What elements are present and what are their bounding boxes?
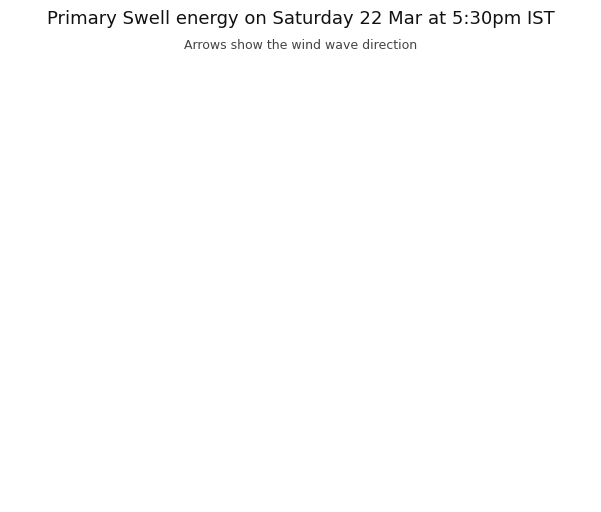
Text: Arrows show the wind wave direction: Arrows show the wind wave direction [184,39,417,52]
Text: Primary Swell energy on Saturday 22 Mar at 5:30pm IST: Primary Swell energy on Saturday 22 Mar … [47,10,554,28]
